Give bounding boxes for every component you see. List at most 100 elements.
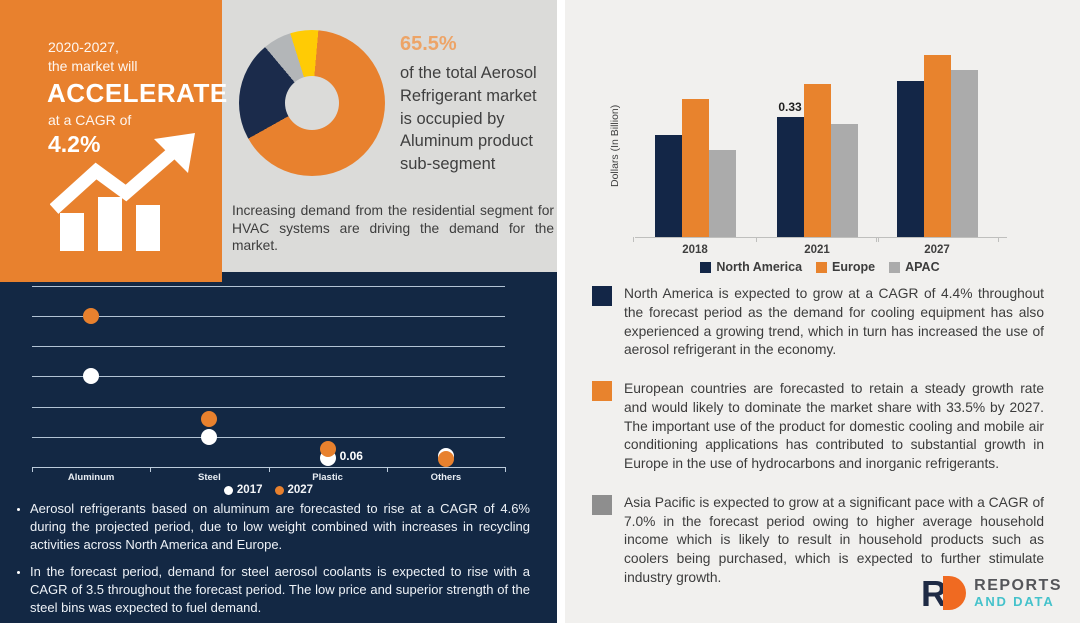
insight-swatch-north-america [592, 286, 612, 306]
bar-Europe-2018 [681, 99, 709, 237]
legend-label-europe: Europe [832, 260, 876, 274]
dot-plot-gridline [32, 285, 505, 287]
bar-chart-y-axis-label: Dollars (In Billion) [609, 104, 621, 187]
insight-text-asia-pacific: Asia Pacific is expected to grow at a si… [624, 494, 1044, 585]
regional-insights: North America is expected to grow at a C… [592, 285, 1044, 608]
materials-panel: 0.06 Aluminum Steel Plastic Others 2017 202… [0, 272, 557, 623]
insight-swatch-asia-pacific [592, 494, 612, 515]
legend-swatch-europe [816, 261, 828, 273]
dot-plot-axis-tick [268, 467, 270, 472]
bar-axis-tick [756, 237, 757, 242]
insight-asia-pacific: Asia Pacific is expected to grow at a si… [592, 494, 1044, 588]
growth-arrow-chart-icon [49, 131, 200, 256]
bar-axis-tick [878, 237, 879, 242]
svg-text:R: R [921, 575, 947, 611]
insight-text-north-america: North America is expected to grow at a C… [624, 286, 1044, 358]
dot-plot-axis-tick [32, 467, 33, 472]
bar-APAC-2021 [830, 124, 858, 237]
dot-plot-axis-tick [386, 467, 388, 472]
materials-bullet-list: Aerosol refrigerants based on aluminum a… [30, 500, 530, 626]
accelerate-period: 2020-2027, [48, 39, 119, 55]
insight-text-europe: European countries are forecasted to ret… [624, 381, 1044, 471]
donut-hole [285, 76, 339, 130]
legend-swatch-2017 [223, 485, 233, 495]
logo-line1: REPORTS [974, 577, 1062, 595]
dot-plot-gridline [32, 346, 505, 348]
legend-label-2027: 2027 [287, 484, 314, 496]
donut-description: of the total Aerosol Refrigerant market … [400, 64, 537, 174]
demand-note: Increasing demand from the residential s… [232, 203, 554, 254]
dot-plot-gridline [32, 316, 505, 317]
bar-category-2021: 2021 [804, 244, 830, 256]
bar-North America-2027 [896, 81, 924, 237]
logo-line2: AND DATA [974, 593, 1055, 609]
dot-plot-category-axis: Aluminum Steel Plastic Others [32, 472, 505, 483]
dot-2027-Others [437, 451, 454, 468]
dot-plot-category-Steel: Steel [198, 472, 221, 483]
bar-APAC-2018 [708, 150, 736, 237]
insight-north-america: North America is expected to grow at a C… [592, 285, 1044, 360]
legend-label-apac: APAC [905, 260, 940, 274]
donut-caption: 65.5% of the total Aerosol Refrigerant m… [400, 33, 552, 176]
accelerate-headline: ACCELERATE [47, 77, 228, 108]
dot-plot-category-Others: Others [430, 472, 462, 483]
regional-bar-chart: 0.33 [633, 38, 1007, 242]
legend-item-2027: 2027 [274, 484, 314, 496]
legend-swatch-2027 [274, 485, 284, 495]
dot-plot-gridline [32, 436, 505, 438]
bar-category-2027: 2027 [924, 244, 950, 256]
dot-plot-category-Aluminum: Aluminum [67, 472, 115, 483]
bar-value-label: 0.33 [778, 100, 802, 114]
insight-swatch-europe [592, 381, 612, 401]
dot-plot-axis-tick [505, 467, 506, 472]
dot-plot-axis-tick [150, 467, 152, 472]
legend-swatch-apac [889, 261, 901, 273]
accelerate-panel: 2020-2027, the market will ACCELERATE at… [0, 0, 228, 282]
bar-group-2021: 0.33 [776, 84, 858, 237]
reports-and-data-logo: R REPORTS AND DATA [921, 575, 1062, 611]
accelerate-line4: at a CAGR of [48, 111, 132, 128]
dot-2017-Steel [201, 428, 218, 445]
legend-label-north-america: North America [716, 260, 803, 274]
rd-logo-mark-icon: R [921, 575, 967, 611]
dot-2027-Aluminum [83, 308, 100, 324]
legend-item-2017: 2017 [223, 484, 263, 496]
dot-2027-Plastic [319, 440, 336, 457]
product-share-donut-chart [239, 30, 385, 176]
logo-text: REPORTS AND DATA [974, 577, 1062, 609]
bar-chart-legend: North America Europe APAC [605, 260, 1035, 274]
donut-highlight-value: 65.5% [400, 33, 457, 55]
right-column: Dollars (In Billion) 0.33 2018 2021 2027 N… [565, 0, 1080, 623]
legend-item-north-america: North America [700, 260, 802, 274]
bar-group-2027 [896, 55, 978, 237]
legend-item-apac: APAC [889, 260, 940, 274]
dot-plot-gridline [32, 376, 505, 378]
dot-plot-category-Plastic: Plastic [312, 472, 343, 483]
bar-Europe-2027 [923, 55, 951, 237]
dot-plot-legend: 2017 2027 [0, 484, 537, 496]
dot-plot-value-label: 0.06 [339, 448, 363, 463]
dot-plot-gridline [32, 406, 505, 408]
bar-axis-tick [876, 237, 877, 242]
bar-North America-2021: 0.33 [776, 100, 804, 237]
legend-label-2017: 2017 [236, 484, 263, 496]
legend-swatch-north-america [700, 261, 712, 273]
bar-Europe-2021 [803, 84, 831, 237]
dot-2017-Aluminum [83, 368, 100, 385]
accelerate-line2: the market will [48, 57, 138, 74]
accelerate-cagr-value: 4.2% [48, 130, 101, 157]
bar-APAC-2027 [950, 70, 978, 237]
bar-category-2018: 2018 [682, 244, 708, 256]
column-divider [557, 0, 565, 623]
bar-group-2018 [654, 99, 736, 237]
bar-axis-tick [633, 237, 634, 242]
material-dot-plot-chart: 0.06 [32, 283, 506, 472]
dot-2027-Steel [201, 410, 218, 427]
bullet-aluminum: Aerosol refrigerants based on aluminum a… [30, 500, 530, 554]
legend-item-europe: Europe [816, 260, 875, 274]
bullet-steel: In the forecast period, demand for steel… [30, 563, 530, 617]
insight-europe: European countries are forecasted to ret… [592, 380, 1044, 474]
bar-North America-2018 [654, 135, 682, 237]
bar-axis-tick [998, 237, 999, 242]
